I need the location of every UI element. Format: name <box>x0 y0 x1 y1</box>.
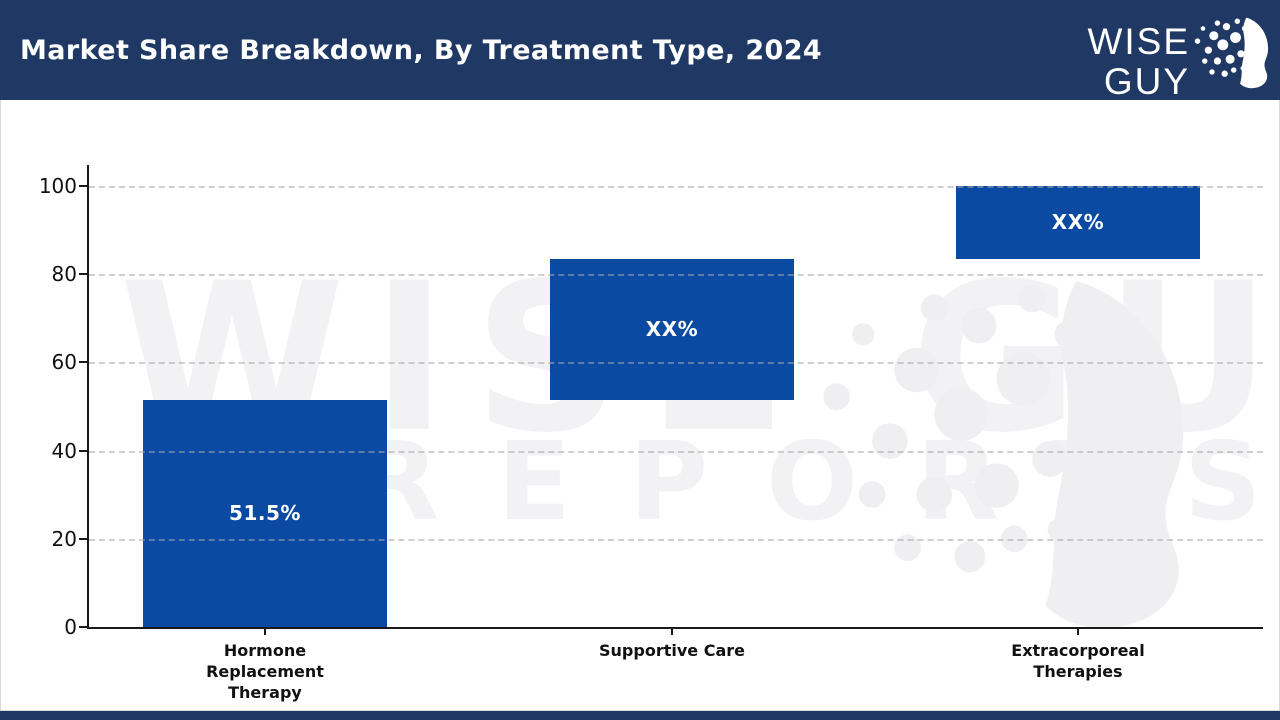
gridline-80 <box>89 274 1263 277</box>
gridline-100 <box>89 186 1263 188</box>
bar-segment-2: XX% <box>550 258 794 400</box>
y-tick-label-60: 60 <box>51 350 77 375</box>
category-label-line: Therapy <box>228 683 302 702</box>
x-tick-mark <box>1077 627 1079 635</box>
brand-logo: WISE GUY REPORTS <box>1022 8 1272 119</box>
y-tick-label-40: 40 <box>51 438 77 463</box>
category-label-line: Therapies <box>1033 662 1123 681</box>
footer-bar <box>0 711 1280 720</box>
y-tick-label-20: 20 <box>51 526 77 551</box>
watermark-face-dots-icon <box>823 281 1184 628</box>
category-label-supportive-care: Supportive Care <box>512 640 832 661</box>
y-tick-mark <box>79 361 87 364</box>
x-axis-line <box>87 627 1263 629</box>
y-tick-label-80: 80 <box>51 262 77 287</box>
x-tick-mark <box>264 627 266 635</box>
y-axis-line <box>87 165 89 629</box>
face-dots-icon <box>1194 17 1269 89</box>
bar-segment-1: 51.5% <box>143 399 387 627</box>
category-label-extracorporeal-therapies: Extracorporeal Therapies <box>918 640 1238 682</box>
chart-canvas: WISE GUY REPORTS 51.5%XX%XX% Hormone Rep… <box>0 100 1280 711</box>
y-tick-mark <box>79 537 87 540</box>
category-label-line: Extracorporeal <box>1011 641 1145 660</box>
y-tick-label-100: 100 <box>38 174 77 198</box>
header-bar: Market Share Breakdown, By Treatment Typ… <box>0 0 1280 119</box>
category-label-line: Supportive Care <box>599 641 745 660</box>
category-label-line: Replacement <box>206 662 324 681</box>
gridline-40 <box>89 450 1263 453</box>
y-tick-label-0: 0 <box>64 615 77 639</box>
x-tick-mark <box>671 627 673 635</box>
gridline-20 <box>89 538 1263 541</box>
bar-value-label: XX% <box>1051 210 1105 235</box>
category-label-hormone-replacement-therapy: Hormone Replacement Therapy <box>105 640 425 703</box>
y-tick-mark <box>79 185 87 187</box>
gridline-60 <box>89 362 1263 365</box>
y-tick-mark <box>79 449 87 452</box>
category-label-line: Hormone <box>223 641 307 660</box>
bar-value-label: XX% <box>645 317 699 342</box>
bar-segment-3: XX% <box>956 186 1200 259</box>
y-tick-mark <box>79 273 87 276</box>
brand-name: WISE GUY <box>1087 21 1190 102</box>
bar-value-label: 51.5% <box>229 501 301 526</box>
y-tick-mark <box>79 626 87 628</box>
page-title: Market Share Breakdown, By Treatment Typ… <box>20 34 823 66</box>
plot-area: 51.5% XX% XX% <box>87 165 1263 629</box>
